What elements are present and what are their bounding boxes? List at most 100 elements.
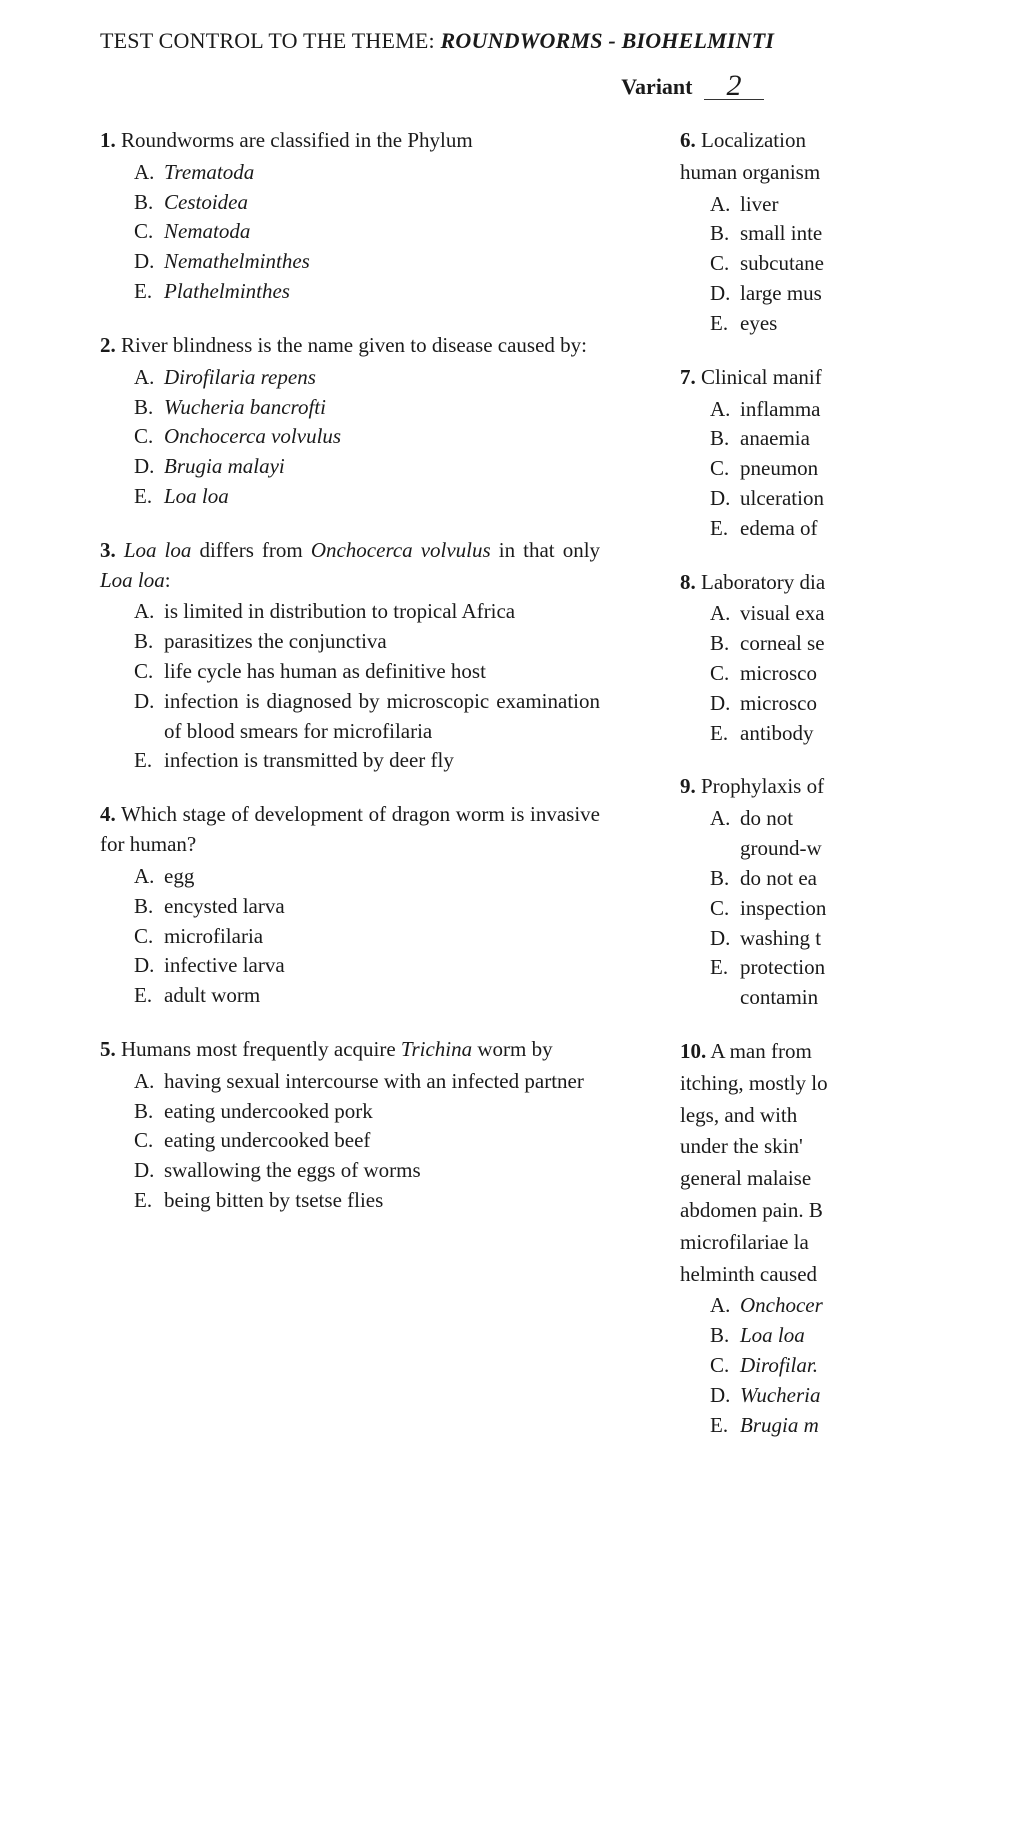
option-text: egg [164,862,600,892]
q10-text: A man from [706,1039,812,1063]
q7-opt-c: C.pneumon [710,454,940,484]
q6-options: A.liver B.small inte C.subcutane D.large… [680,190,940,339]
q10-stem: 10. A man from [680,1037,940,1067]
q7-num: 7. [680,365,696,389]
option-text: Onchocer [740,1291,940,1321]
option-text: do not ea [740,864,940,894]
right-column: 6. Localization human organism A.liver B… [680,126,940,1465]
option-letter: B. [134,1097,164,1127]
q9-opt-e2: contamin [710,983,940,1013]
q1-options: A.Trematoda B.Cestoidea C.Nematoda D.Nem… [100,158,600,307]
q1-opt-b: B.Cestoidea [134,188,600,218]
question-3: 3. Loa loa differs from Onchocerca volvu… [100,536,600,777]
option-letter: C. [710,894,740,924]
option-letter: A. [710,190,740,220]
variant-underline: 2 [704,72,764,100]
variant-value: 2 [727,69,742,102]
option-letter: C. [134,422,164,452]
q3-post1: in that only [491,538,600,562]
option-text: anaemia [740,424,940,454]
q1-opt-e: E.Plathelminthes [134,277,600,307]
option-text: Trematoda [164,158,600,188]
q6-stem1: 6. Localization [680,126,940,156]
q5-opt-e: E.being bitten by tsetse flies [134,1186,600,1216]
option-text: visual exa [740,599,940,629]
q10-p3: under the skin' [680,1132,940,1162]
option-letter: A. [134,363,164,393]
q8-opt-b: B.corneal se [710,629,940,659]
option-letter: A. [134,158,164,188]
q4-stem: 4. Which stage of development of dragon … [100,800,600,860]
option-text: washing t [740,924,940,954]
q5-opt-b: B.eating undercooked pork [134,1097,600,1127]
option-text: small inte [740,219,940,249]
option-text: antibody [740,719,940,749]
q3-opt-a: A.is limited in distribution to tropical… [134,597,600,627]
q9-opt-d: D.washing t [710,924,940,954]
q3-num: 3. [100,538,116,562]
q2-opt-b: B.Wucheria bancrofti [134,393,600,423]
question-6: 6. Localization human organism A.liver B… [680,126,940,339]
left-column: 1. Roundworms are classified in the Phyl… [100,126,600,1465]
variant-label: Variant [621,74,692,99]
option-text: Dirofilaria repens [164,363,600,393]
option-text: being bitten by tsetse flies [164,1186,600,1216]
option-text: Onchocerca volvulus [164,422,600,452]
option-letter: C. [710,454,740,484]
q10-p1: itching, mostly lo [680,1069,940,1099]
question-10: 10. A man from itching, mostly lo legs, … [680,1037,940,1441]
q4-opt-d: D.infective larva [134,951,600,981]
q1-opt-c: C.Nematoda [134,217,600,247]
q5-opt-c: C.eating undercooked beef [134,1126,600,1156]
option-text: Nematoda [164,217,600,247]
q9-opt-a: A.do not [710,804,940,834]
title-prefix: TEST CONTROL TO THE THEME: [100,28,441,53]
option-text: microsco [740,689,940,719]
q9-opt-b: B.do not ea [710,864,940,894]
q3-stem: 3. Loa loa differs from Onchocerca volvu… [100,536,600,596]
q9-num: 9. [680,774,696,798]
option-letter: A. [710,1291,740,1321]
option-text: eating undercooked beef [164,1126,600,1156]
option-text: infection is diagnosed by microscopic ex… [164,687,600,747]
option-letter: E. [710,953,740,983]
option-text: corneal se [740,629,940,659]
question-8: 8. Laboratory dia A.visual exa B.corneal… [680,568,940,749]
q6-stem2: human organism [680,158,940,188]
q10-p5: abdomen pain. B [680,1196,940,1226]
q2-opt-a: A.Dirofilaria repens [134,363,600,393]
option-letter: D. [134,452,164,482]
option-letter: E. [710,514,740,544]
option-letter: C. [134,657,164,687]
option-text: inspection [740,894,940,924]
q8-opt-c: C.microsco [710,659,940,689]
q5-opt-a: A.having sexual intercourse with an infe… [134,1067,600,1097]
option-letter [710,983,740,1013]
option-letter: A. [134,597,164,627]
q1-num: 1. [100,128,116,152]
option-letter: B. [134,892,164,922]
q7-opt-d: D.ulceration [710,484,940,514]
option-letter: A. [710,599,740,629]
q2-opt-d: D.Brugia malayi [134,452,600,482]
option-letter: B. [710,629,740,659]
q10-opt-d: D.Wucheria [710,1381,940,1411]
title-theme: ROUNDWORMS - BIOHELMINTI [441,28,775,53]
q6-text1: Localization [696,128,806,152]
option-text: life cycle has human as definitive host [164,657,600,687]
option-letter: B. [710,864,740,894]
q9-opt-c: C.inspection [710,894,940,924]
q3-opt-d: D.infection is diagnosed by microscopic … [134,687,600,747]
option-letter: E. [710,719,740,749]
q5-stem: 5. Humans most frequently acquire Trichi… [100,1035,600,1065]
option-letter: C. [710,659,740,689]
option-letter: B. [710,424,740,454]
q9-text: Prophylaxis of [696,774,824,798]
q8-options: A.visual exa B.corneal se C.microsco D.m… [680,599,940,748]
option-letter: B. [134,627,164,657]
option-letter: E. [134,1186,164,1216]
option-text: Plathelminthes [164,277,600,307]
option-letter: E. [710,309,740,339]
q5-opt-d: D.swallowing the eggs of worms [134,1156,600,1186]
question-7: 7. Clinical manif A.inflamma B.anaemia C… [680,363,940,544]
